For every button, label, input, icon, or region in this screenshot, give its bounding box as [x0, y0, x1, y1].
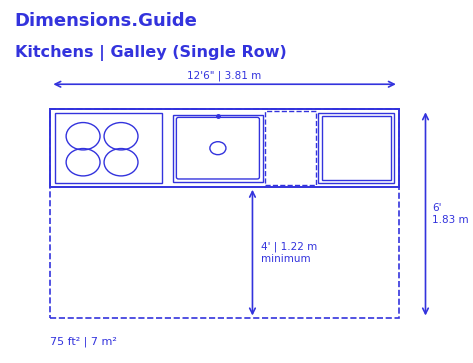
- Text: 12'6" | 3.81 m: 12'6" | 3.81 m: [187, 70, 262, 81]
- Bar: [318, 113, 394, 183]
- Text: 75 ft² | 7 m²: 75 ft² | 7 m²: [51, 337, 117, 347]
- FancyBboxPatch shape: [176, 117, 259, 179]
- Text: 6'
1.83 m: 6' 1.83 m: [432, 203, 469, 225]
- Bar: [51, 110, 399, 318]
- Bar: [173, 115, 263, 182]
- Bar: [51, 110, 399, 187]
- Text: 4' | 1.22 m
minimum: 4' | 1.22 m minimum: [262, 242, 318, 264]
- Text: Kitchens | Galley (Single Row): Kitchens | Galley (Single Row): [15, 45, 287, 61]
- Text: Dimensions.Guide: Dimensions.Guide: [15, 12, 198, 30]
- Bar: [322, 116, 391, 180]
- Bar: [55, 113, 162, 183]
- Bar: [265, 111, 316, 185]
